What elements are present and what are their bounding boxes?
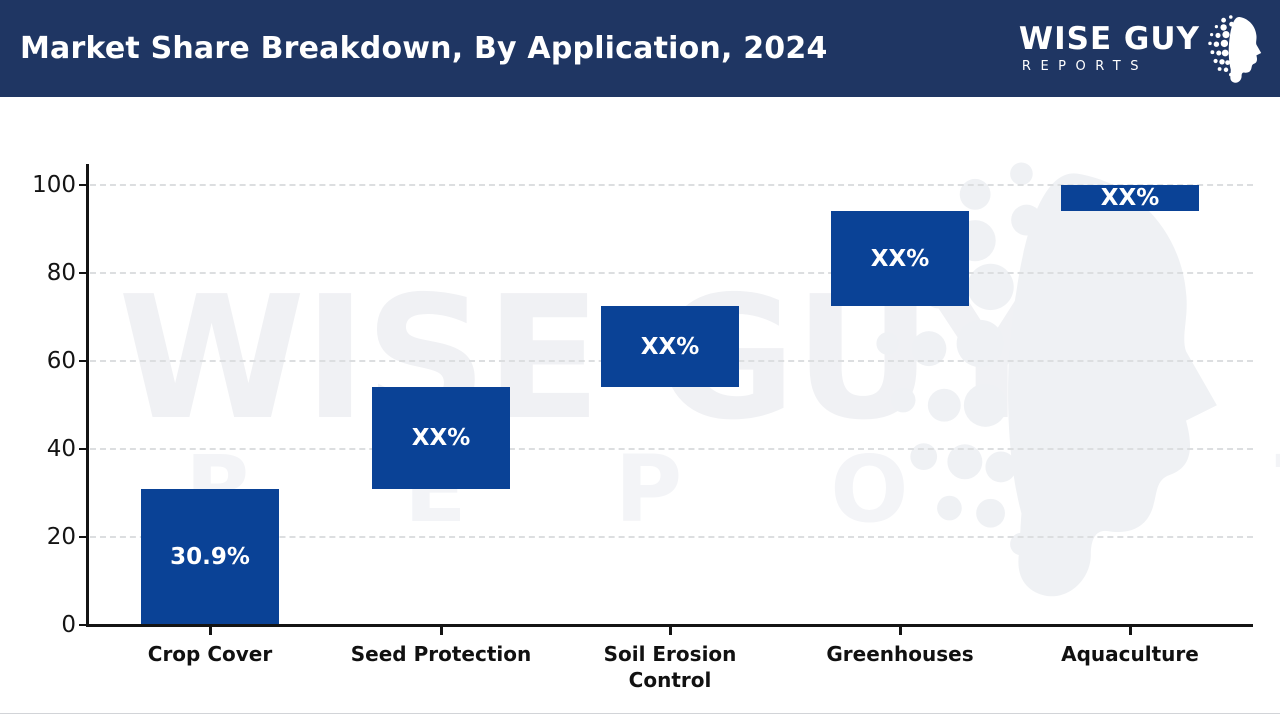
y-axis-tick-label: 0 (61, 612, 76, 638)
gridline-80 (90, 272, 1253, 274)
y-axis-tick-label: 20 (46, 524, 76, 550)
bar-value-label: XX% (870, 245, 930, 272)
waterfall-bar-1: 30.9% (141, 489, 279, 625)
gridline-20 (90, 536, 1253, 538)
x-axis-tick-mark (1129, 627, 1132, 635)
watermark-head-icon (876, 162, 1217, 597)
x-axis-category-label: Soil Erosion Control (603, 642, 737, 692)
waterfall-bar-4: XX% (831, 211, 969, 307)
x-axis-category-label: Greenhouses (826, 642, 974, 666)
x-axis-category-label: Aquaculture (1061, 642, 1199, 666)
brand-subtitle: REPORTS (1021, 59, 1149, 74)
y-axis-tick-mark (79, 624, 88, 626)
brand-logo: WISE GUY REPORTS (1019, 9, 1262, 89)
bar-value-label: XX% (411, 425, 471, 452)
head-profile-dots-icon (1208, 14, 1262, 83)
page-title: Market Share Breakdown, By Application, … (20, 31, 828, 66)
brand-logo-text: WISE GUY REPORTS (1018, 21, 1200, 74)
x-axis-tick-mark (209, 627, 212, 635)
waterfall-bar-3: XX% (601, 306, 739, 388)
x-axis-tick-mark (899, 627, 902, 635)
bottom-divider (0, 713, 1280, 714)
header: Market Share Breakdown, By Application, … (0, 0, 1280, 97)
bar-value-label: XX% (1100, 185, 1160, 212)
x-axis-tick-mark (669, 627, 672, 635)
y-axis-tick-label: 60 (46, 348, 76, 374)
y-axis-line (86, 164, 89, 627)
x-axis-category-label: Crop Cover (147, 642, 273, 666)
x-axis-tick-mark (440, 627, 443, 635)
x-axis-category-label: Seed Protection (350, 642, 532, 666)
brand-name: WISE GUY (1018, 21, 1200, 57)
y-axis-tick-mark (79, 360, 88, 362)
bar-value-label: XX% (640, 333, 700, 360)
y-axis-tick-label: 40 (46, 436, 76, 462)
y-axis-tick-mark (79, 184, 88, 186)
bar-value-label: 30.9% (170, 544, 250, 570)
waterfall-bar-5: XX% (1061, 185, 1199, 212)
x-axis-line (86, 624, 1253, 627)
y-axis-tick-label: 100 (32, 172, 76, 198)
gridline-100 (90, 184, 1253, 186)
y-axis-tick-mark (79, 448, 88, 450)
gridline-40 (90, 448, 1253, 450)
y-axis-tick-mark (79, 536, 88, 538)
waterfall-bar-2: XX% (372, 387, 510, 490)
y-axis-tick-label: 80 (46, 260, 76, 286)
y-axis-tick-mark (79, 272, 88, 274)
